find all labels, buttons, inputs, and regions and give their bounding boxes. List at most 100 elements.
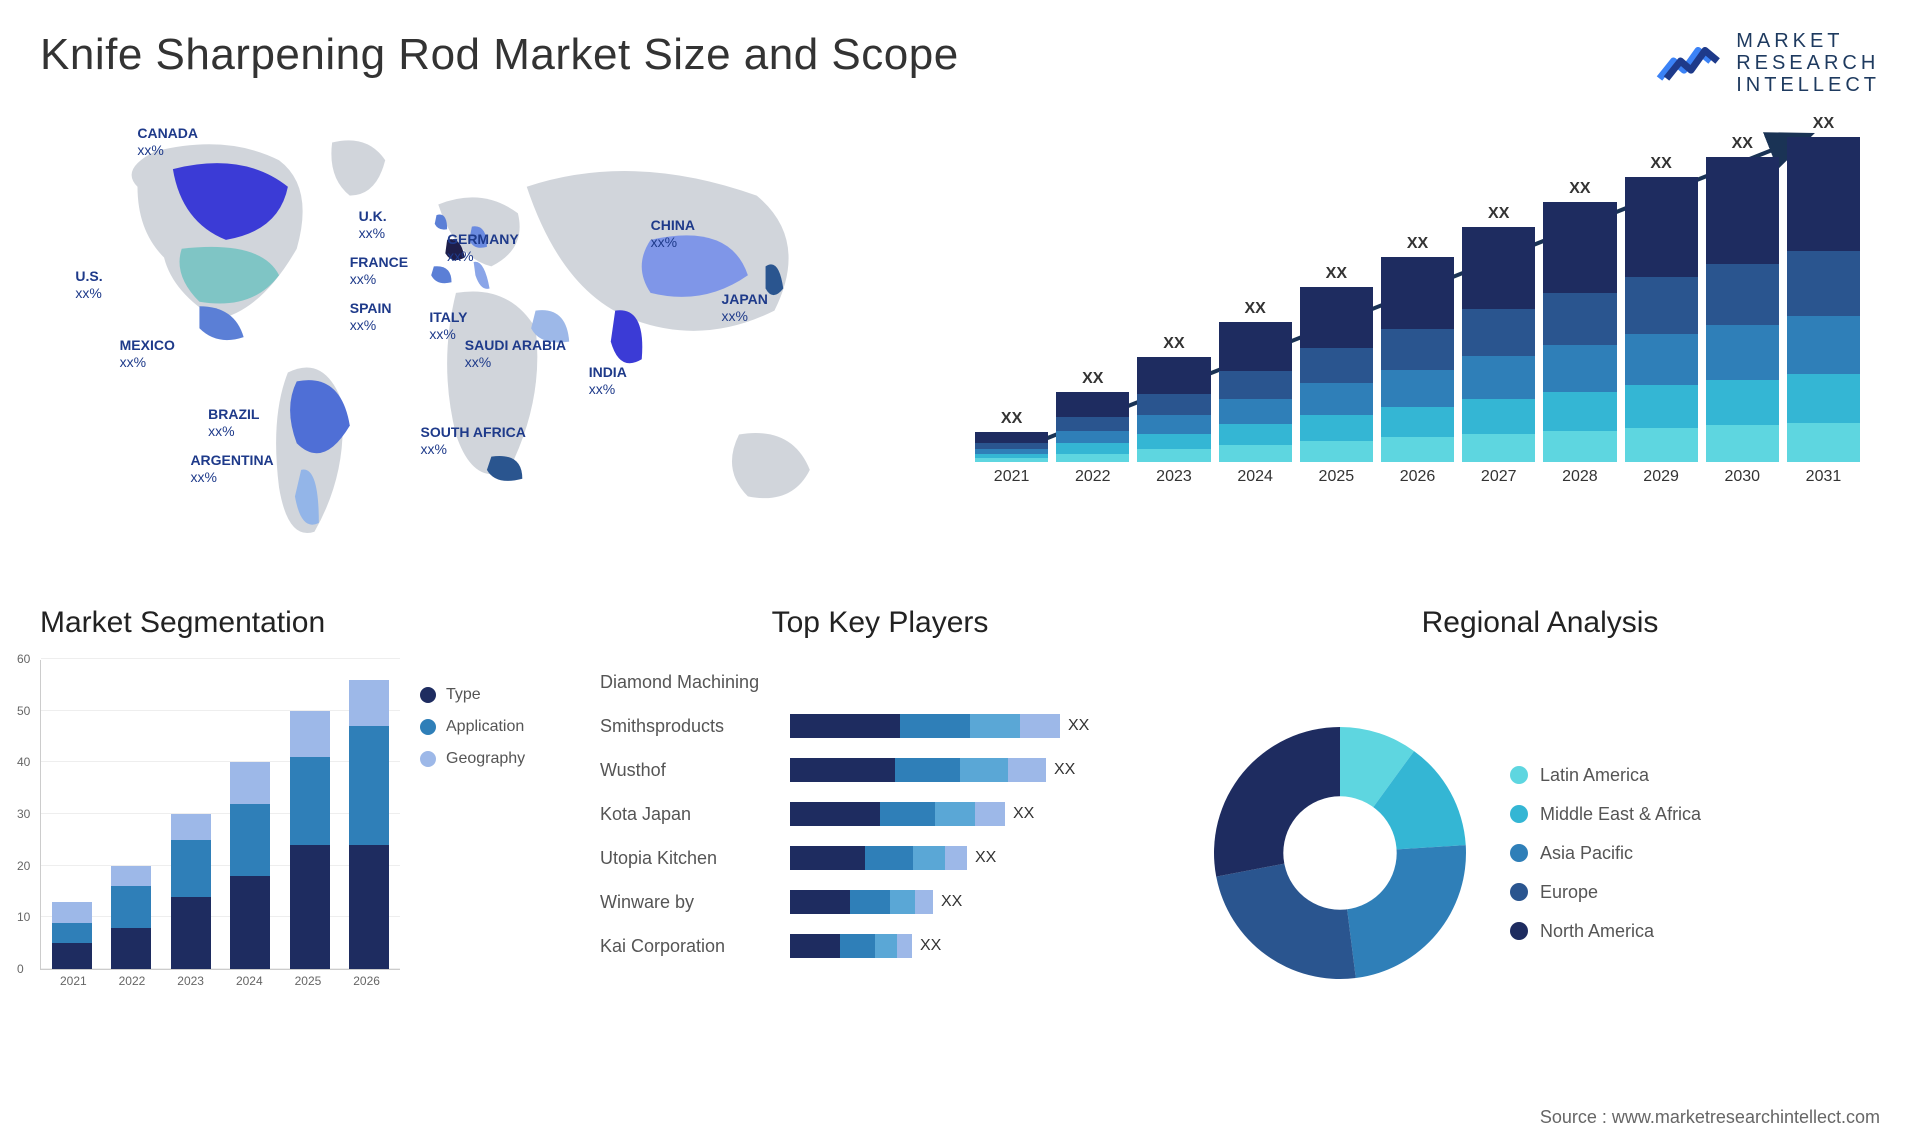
seg-ytick: 30 [17,807,30,821]
key-player-bar [790,846,967,870]
growth-year-label: 2028 [1562,468,1598,486]
seg-bar [171,814,211,969]
regional-legend-label: Middle East & Africa [1540,804,1701,825]
key-players-panel: Top Key Players Diamond MachiningSmithsp… [600,606,1160,1046]
legend-dot-icon [420,719,436,735]
seg-year-label: 2022 [112,974,152,988]
map-label: U.S.xx% [75,268,102,302]
key-player-row: Smithsproducts XX [600,704,1160,748]
growth-bar: XX2029 [1625,155,1698,486]
growth-bar: XX2023 [1137,335,1210,486]
growth-year-label: 2022 [1075,468,1111,486]
seg-ytick: 10 [17,910,30,924]
key-player-value: XX [1054,761,1075,779]
key-player-name: Diamond Machining [600,672,780,693]
key-player-row: Utopia KitchenXX [600,836,1160,880]
map-label: BRAZILxx% [208,406,259,440]
growth-bar: XX 2025 [1300,265,1373,486]
logo-line2: RESEARCH [1736,52,1880,74]
growth-bar-value: XX [1082,370,1103,388]
segmentation-title: Market Segmentation [40,606,400,640]
regional-legend: Latin America Middle East & Africa Asia Pa… [1510,765,1701,942]
seg-bar [349,680,389,969]
growth-year-label: 2031 [1806,468,1842,486]
legend-dot-icon [1510,805,1528,823]
seg-year-label: 2021 [53,974,93,988]
regional-legend-label: Latin America [1540,765,1649,786]
page-title: Knife Sharpening Rod Market Size and Sco… [40,30,959,80]
world-map-panel: CANADAxx% U.S.xx% MEXICOxx% BRAZILxx% ARGENT… [40,116,925,576]
map-label: SPAINxx% [350,300,392,334]
growth-year-label: 2024 [1237,468,1273,486]
map-label: SAUDI ARABIAxx% [465,337,566,371]
growth-bar: XX2031 [1787,115,1860,486]
growth-bar: XX 2028 [1543,180,1616,486]
seg-year-label: 2023 [171,974,211,988]
logo-text: MARKET RESEARCH INTELLECT [1736,30,1880,96]
map-label: U.K.xx% [359,208,387,242]
legend-dot-icon [1510,922,1528,940]
growth-year-label: 2029 [1643,468,1679,486]
seg-legend-item: Geography [420,750,560,768]
key-player-name: Kota Japan [600,804,780,825]
seg-ytick: 20 [17,859,30,873]
seg-bar [290,711,330,969]
brand-logo: MARKET RESEARCH INTELLECT [1656,30,1880,96]
growth-bar: XX2027 [1462,205,1535,486]
regional-legend-item: Asia Pacific [1510,843,1701,864]
key-player-bar [790,758,1046,782]
bottom-row: Market Segmentation 0102030405060 202120… [40,606,1880,1046]
key-player-name: Smithsproducts [600,716,780,737]
key-player-row: Diamond Machining [600,660,1160,704]
seg-legend-label: Type [446,686,481,704]
map-label: JAPANxx% [721,291,767,325]
growth-bar-value: XX [1326,265,1347,283]
map-label: CANADAxx% [137,125,198,159]
seg-bar [111,866,151,969]
key-player-value: XX [1068,717,1089,735]
map-label: SOUTH AFRICAxx% [421,424,526,458]
map-label: ITALYxx% [429,309,467,343]
seg-ytick: 60 [17,652,30,666]
key-player-bar [790,714,1060,738]
top-row: CANADAxx% U.S.xx% MEXICOxx% BRAZILxx% ARGENT… [40,116,1880,576]
seg-bar [230,762,270,969]
growth-bar-value: XX [1569,180,1590,198]
growth-bar: XX 2022 [1056,370,1129,486]
seg-year-label: 2025 [288,974,328,988]
seg-ytick: 40 [17,755,30,769]
seg-legend-label: Geography [446,750,525,768]
growth-year-label: 2030 [1724,468,1760,486]
growth-bar-value: XX [1488,205,1509,223]
key-players-chart: Diamond MachiningSmithsproductsXXWusthof… [600,660,1160,968]
seg-year-label: 2024 [229,974,269,988]
key-player-name: Kai Corporation [600,936,780,957]
key-player-row: Kota Japan XX [600,792,1160,836]
growth-bar-value: XX [1163,335,1184,353]
regional-legend-item: Latin America [1510,765,1701,786]
growth-year-label: 2025 [1319,468,1355,486]
key-player-value: XX [941,893,962,911]
legend-dot-icon [420,751,436,767]
key-player-value: XX [920,937,941,955]
key-player-bar [790,934,912,958]
regional-panel: Regional Analysis Latin AmericaMiddle Ea… [1200,606,1880,1046]
map-label: ARGENTINAxx% [190,452,273,486]
seg-ytick: 0 [17,962,24,976]
logo-icon [1656,36,1726,91]
growth-chart-panel: XX2021XX2022XX2023XX2024XX2025XX2026XX20… [955,116,1880,576]
key-player-value: XX [975,849,996,867]
key-player-value: XX [1013,805,1034,823]
regional-legend-item: Middle East & Africa [1510,804,1701,825]
key-player-row: Wusthof XX [600,748,1160,792]
seg-legend-item: Type [420,686,560,704]
key-player-row: Winware byXX [600,880,1160,924]
regional-legend-label: Europe [1540,882,1598,903]
key-player-row: Kai Corporation XX [600,924,1160,968]
regional-legend-label: Asia Pacific [1540,843,1633,864]
map-label: MEXICOxx% [120,337,175,371]
key-player-bar [790,802,1005,826]
growth-bar-value: XX [1407,235,1428,253]
growth-bar: XX2026 [1381,235,1454,486]
key-player-name: Wusthof [600,760,780,781]
